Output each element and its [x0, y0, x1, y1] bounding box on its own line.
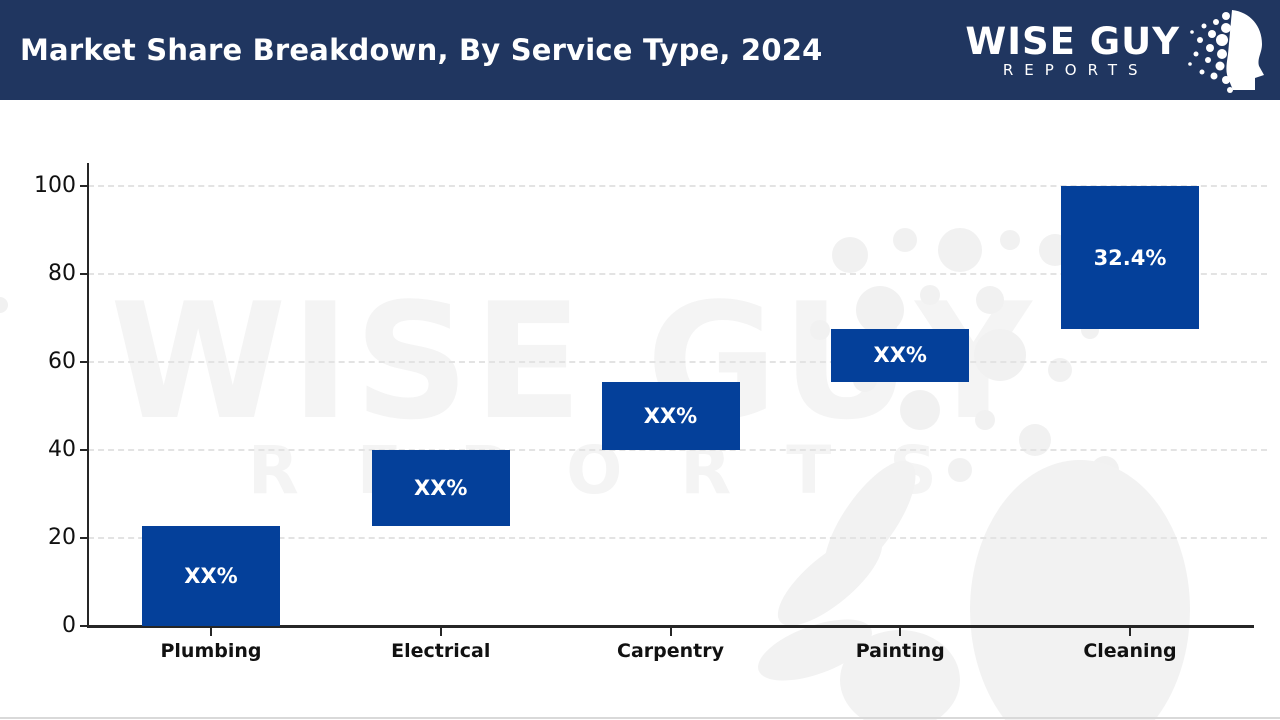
y-tick-label: 20 [48, 525, 76, 550]
x-tick-mark [899, 628, 902, 636]
bar-value-label: 32.4% [1093, 245, 1167, 270]
y-tick-mark [80, 361, 88, 363]
y-tick-label: 100 [34, 173, 76, 198]
bar-segment-electrical: XX% [371, 450, 510, 527]
logo-subtitle: REPORTS [1002, 60, 1149, 79]
y-tick-mark [80, 537, 88, 539]
header-bar: Market Share Breakdown, By Service Type,… [0, 0, 1280, 100]
bar-value-label: XX% [643, 403, 698, 428]
x-axis-line [87, 625, 1254, 628]
x-tick-mark [1129, 628, 1131, 636]
gridline [88, 537, 1267, 539]
y-tick-label: 0 [62, 613, 76, 638]
bottom-divider [0, 717, 1280, 719]
x-category-label: Cleaning [1083, 640, 1177, 662]
y-tick-label: 80 [48, 261, 76, 286]
y-axis-line [87, 163, 89, 628]
y-tick-mark [80, 185, 88, 187]
y-tick-mark [80, 273, 88, 275]
wise-guy-reports-logo: WISE GUY REPORTS [965, 6, 1266, 94]
page-title: Market Share Breakdown, By Service Type,… [20, 33, 823, 67]
bar-value-label: XX% [414, 476, 468, 501]
bar-segment-cleaning: 32.4% [1061, 186, 1199, 329]
x-tick-mark [669, 628, 672, 636]
gridline [88, 449, 1267, 451]
y-tick-label: 60 [48, 349, 76, 374]
y-tick-label: 40 [48, 437, 76, 462]
logo-wordmark: WISE GUY [965, 19, 1180, 63]
x-category-label: Painting [855, 640, 945, 662]
gridline [88, 361, 1267, 363]
bar-segment-carpentry: XX% [601, 381, 740, 450]
logo-text: WISE GUY REPORTS [965, 23, 1180, 78]
x-tick-mark [210, 628, 212, 636]
gridline [88, 185, 1267, 187]
bar-value-label: XX% [873, 343, 927, 368]
y-tick-mark [80, 625, 88, 627]
x-category-label: Plumbing [160, 640, 262, 662]
logo-face-icon [1188, 10, 1264, 93]
x-tick-mark [439, 628, 442, 636]
y-tick-mark [80, 449, 88, 451]
bar-value-label: XX% [184, 564, 238, 589]
gridline [88, 273, 1267, 275]
x-category-label: Electrical [391, 640, 491, 662]
bar-segment-painting: XX% [831, 329, 970, 382]
x-category-label: Carpentry [617, 640, 724, 662]
bar-segment-plumbing: XX% [142, 526, 280, 626]
